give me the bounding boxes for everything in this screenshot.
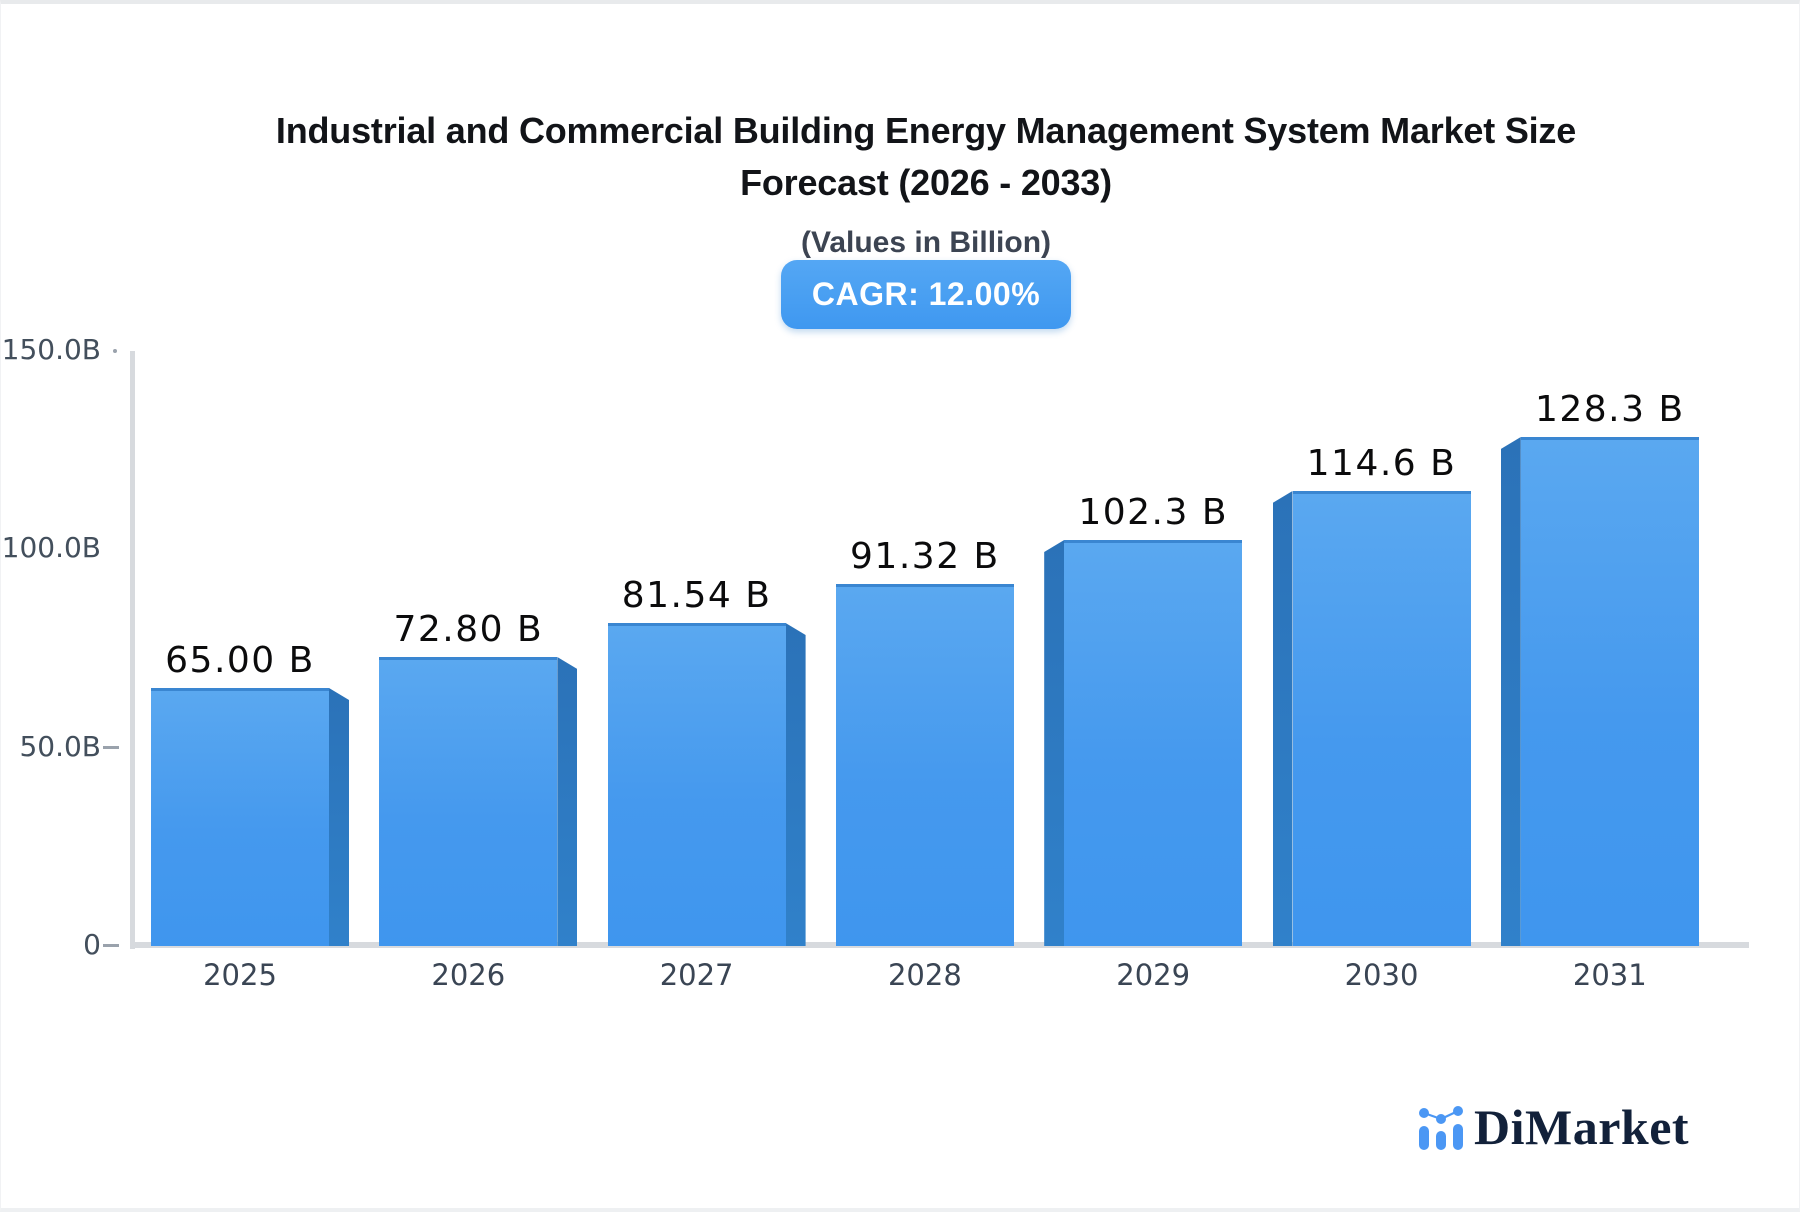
bar-2028 (835, 584, 1014, 946)
bar-chart: 150.0B 100.0B 50.0B 0 65.00 B 2025 72.80 B 2026… (1, 4, 1800, 1216)
logo-text: DiMarket (1474, 1099, 1690, 1155)
mini-bar-line-chart-icon (1419, 1106, 1463, 1150)
bar-2027 (607, 623, 786, 946)
bar-3d-side (1272, 491, 1293, 946)
bar-3d-side (557, 657, 578, 946)
chart-subtitle: (Values in Billion) (800, 226, 1052, 259)
bar-2029 (1064, 540, 1243, 946)
cagr-badge-label: CAGR: 12.00% (811, 276, 1041, 312)
x-axis-label-2030: 2030 (1344, 958, 1419, 992)
bar-value-label: 81.54 B (621, 575, 772, 616)
x-axis-label-2025: 2025 (203, 958, 277, 992)
bar-3d-side (329, 688, 349, 946)
chart-title-line1: Industrial and Commercial Building Energ… (275, 110, 1577, 151)
y-axis-tick-mark (103, 944, 119, 947)
bar-2030 (1292, 491, 1471, 946)
y-axis-tick-label: 150.0B (1, 333, 101, 366)
bar-value-label: 72.80 B (393, 609, 544, 650)
bar-value-label: 91.32 B (850, 536, 1000, 577)
x-axis-label-2027: 2027 (659, 958, 734, 992)
cagr-badge: CAGR: 12.00% (781, 260, 1071, 329)
bar-3d-side (1044, 540, 1065, 946)
bar-value-label: 102.3 B (1078, 492, 1229, 533)
bar-3d-side (785, 623, 806, 946)
y-axis-tick-label: 0 (83, 928, 101, 961)
bar-2025 (151, 688, 329, 946)
x-axis-label-2029: 2029 (1116, 958, 1191, 992)
x-axis-label-2026: 2026 (431, 958, 506, 992)
bar-value-label: 114.6 B (1306, 443, 1457, 484)
y-axis-line (130, 351, 135, 949)
y-axis-tick-mark (103, 745, 119, 749)
y-axis-tick-label: 50.0B (19, 729, 101, 763)
bar-2026 (379, 657, 558, 946)
dimarket-logo: DiMarket (1419, 1098, 1689, 1156)
y-axis-tick-mark (113, 349, 117, 353)
bar-value-label: 65.00 B (165, 640, 315, 681)
bar-2031 (1520, 437, 1699, 946)
bar-3d-side (1500, 437, 1521, 946)
chart-title-line2: Forecast (2026 - 2033) (740, 162, 1112, 203)
y-axis-tick-label: 100.0B (1, 531, 101, 565)
x-axis-label-2028: 2028 (887, 958, 962, 992)
x-axis-label-2031: 2031 (1572, 958, 1647, 992)
bar-value-label: 128.3 B (1534, 389, 1685, 430)
